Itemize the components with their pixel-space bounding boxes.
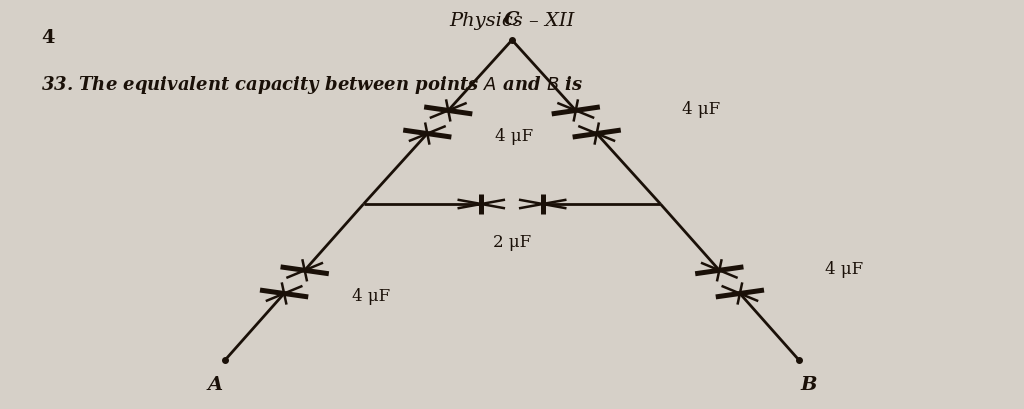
Text: 33. The equivalent capacity between points $A$ and $B$ is: 33. The equivalent capacity between poin… (41, 74, 584, 96)
Text: A: A (208, 375, 222, 393)
Text: Physics – XII: Physics – XII (450, 12, 574, 30)
Text: 4 μF: 4 μF (825, 260, 863, 277)
Text: 4 μF: 4 μF (351, 287, 390, 304)
Text: 4 μF: 4 μF (495, 128, 534, 145)
Text: B: B (801, 375, 817, 393)
Text: C: C (504, 11, 520, 29)
Text: 4: 4 (41, 29, 54, 47)
Text: 2 μF: 2 μF (493, 233, 531, 250)
Text: 4 μF: 4 μF (682, 101, 720, 117)
